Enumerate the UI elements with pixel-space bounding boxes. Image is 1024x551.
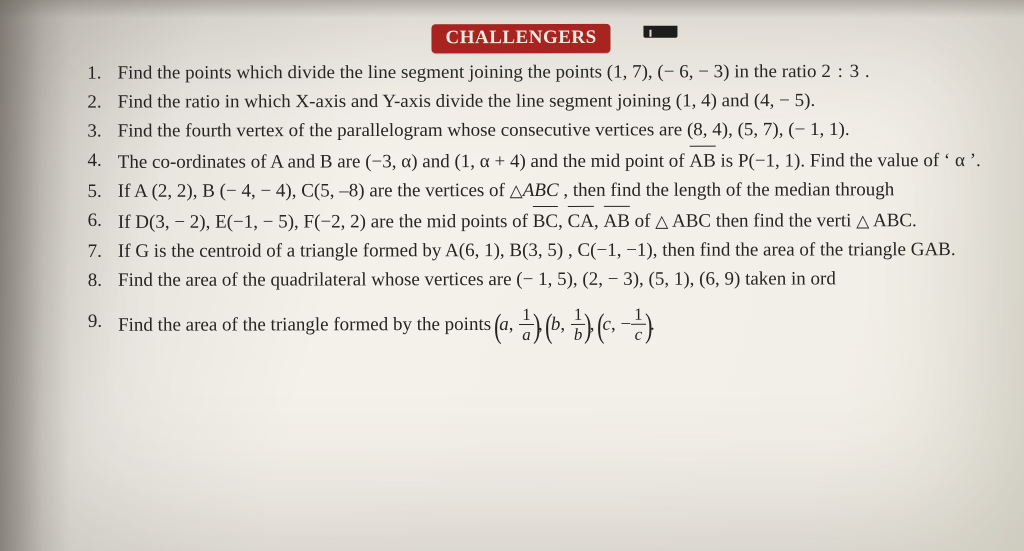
problem-6-text-e: ABC.: [869, 210, 917, 231]
problem-6-text-b: of: [630, 211, 655, 232]
segment-ca: CA: [568, 210, 594, 233]
pair1-frac: 1a: [519, 306, 534, 343]
problem-3: Find the fourth vertex of the parallelog…: [62, 116, 1024, 144]
problem-6: If D(3, − 2), E(−1, − 5), F(−2, 2) are t…: [62, 205, 1024, 236]
problem-4: The co-ordinates of A and B are (−3, α) …: [62, 145, 1024, 176]
section-heading-badge: CHALLENGERS: [431, 24, 610, 53]
problem-2: Find the ratio in which X-axis and Y-axi…: [62, 87, 1024, 115]
problem-5-text-a: If A (2, 2), B (− 4, − 4), C(5, –8) are …: [118, 180, 510, 202]
triangle-abc-label: ABC: [523, 180, 559, 201]
problem-5: If A (2, 2), B (− 4, − 4), C(5, –8) are …: [62, 176, 1024, 205]
adjacent-page-fragment: [643, 26, 677, 38]
pair3-den: c: [631, 325, 646, 343]
problem-8-text: Find the area of the quadrilateral whose…: [118, 268, 836, 291]
pair3-num: 1: [631, 306, 646, 325]
pair2-x: b: [551, 314, 561, 335]
problem-4-text-c: value of ‘ α ’.: [877, 150, 980, 171]
problem-2-text: Find the ratio in which X-axis and Y-axi…: [118, 90, 816, 112]
triangle-symbol-2: △: [655, 212, 668, 231]
problem-9: Find the area of the triangle formed by …: [62, 306, 1024, 345]
problem-3-text: Find the fourth vertex of the parallelog…: [118, 119, 850, 141]
problem-6-text-c: ABC then find the verti: [668, 210, 851, 231]
problem-4-text-a: The co-ordinates of A and B are (−3, α) …: [118, 151, 690, 173]
problem-1: Find the points which divide the line se…: [62, 58, 1024, 86]
problem-7-text-b: triangle GAB.: [848, 239, 956, 260]
problem-5-text-b: , then find the length of the median thr…: [559, 179, 895, 201]
problem-1-text: Find the points which divide the line se…: [118, 61, 822, 83]
problem-9-text: Find the area of the triangle formed by …: [118, 314, 496, 336]
segment-bc: BC: [533, 210, 558, 233]
problem-8: Find the area of the quadrilateral whose…: [62, 265, 1024, 294]
problem-list: Find the points which divide the line se…: [62, 58, 1024, 345]
segment-ab: AB: [689, 150, 715, 173]
page-shade-left: [0, 0, 70, 551]
problem-6-text-a: If D(3, − 2), E(−1, − 5), F(−2, 2) are t…: [118, 211, 533, 233]
pair3-neg: −: [620, 314, 630, 335]
problem-7-text-a: If G is the centroid of a triangle forme…: [118, 239, 843, 262]
problem-1-ratio: 2 : 3: [821, 61, 860, 82]
problem-1-end: .: [860, 61, 870, 82]
pair3-frac: 1c: [631, 306, 646, 343]
triangle-symbol-3: △: [856, 211, 869, 230]
problem-7: If G is the centroid of a triangle forme…: [62, 236, 1024, 265]
pair1-num: 1: [519, 306, 534, 325]
problem-4-text-b: is P(−1, 1). Find the: [716, 150, 873, 171]
page-shade-top: [0, 0, 1024, 18]
textbook-page: CHALLENGERS Find the points which divide…: [61, 23, 1024, 551]
segment-ab-2: AB: [603, 210, 629, 233]
triangle-symbol: △: [510, 181, 523, 200]
pair1-den: a: [519, 325, 534, 343]
